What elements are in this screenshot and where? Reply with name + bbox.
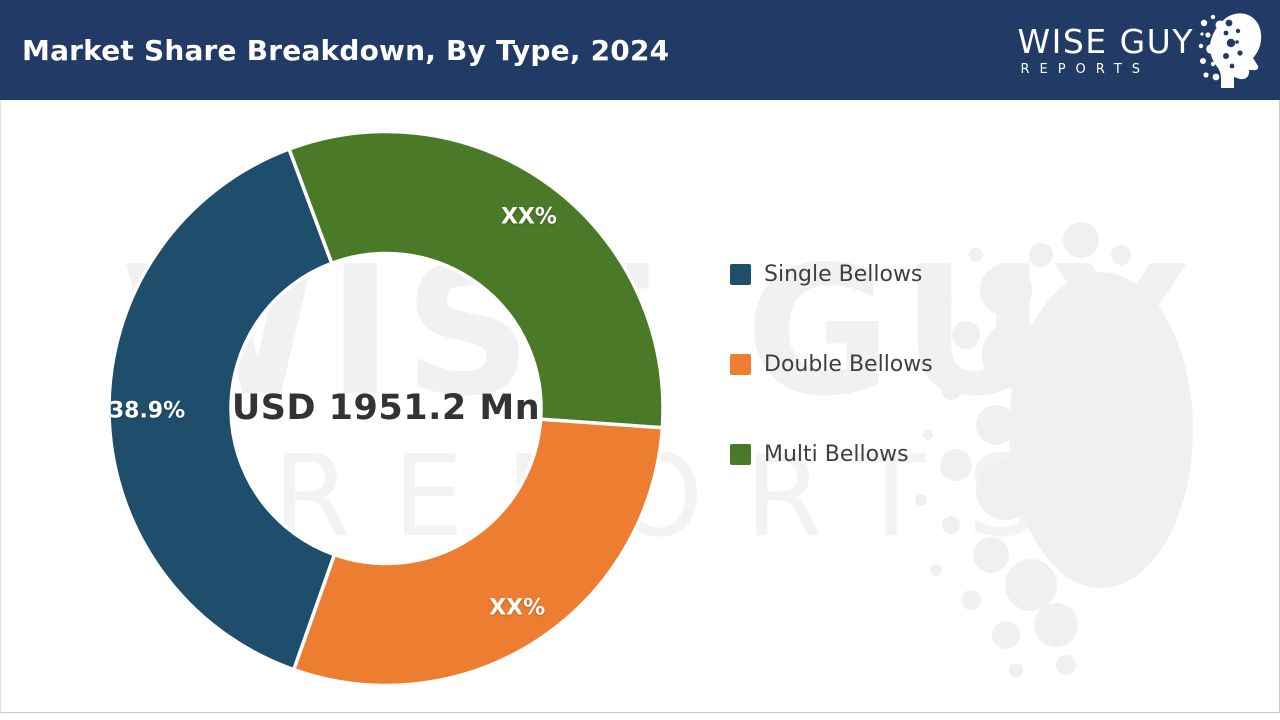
chart-area: WISE GUY REPORTS XX% XX% 38.9% USD 1951.2 … [0, 100, 1280, 713]
slice-value-label-single-bellows: 38.9% [108, 398, 186, 424]
header: Market Share Breakdown, By Type, 2024 WI… [0, 0, 1280, 100]
brand-logo: WISE GUY REPORTS [1017, 8, 1266, 92]
slice-value-label-double-bellows: XX% [489, 595, 546, 621]
donut-chart [107, 129, 665, 688]
legend-item-multi-bellows: Multi Bellows [730, 438, 933, 470]
legend-item-double-bellows: Double Bellows [730, 348, 933, 380]
donut-center-value: USD 1951.2 Mn [231, 388, 541, 428]
legend-item-single-bellows: Single Bellows [730, 258, 933, 290]
slice-value-label-multi-bellows: XX% [500, 204, 557, 230]
legend-label: Multi Bellows [764, 441, 909, 467]
legend-swatch-orange-icon [730, 353, 751, 375]
donut-slice-double-bellows [291, 417, 665, 688]
logo-wordmark: WISE GUY [1017, 21, 1194, 61]
donut-slice-multi-bellows [287, 129, 665, 430]
watermark-face-dots-icon [915, 222, 1193, 677]
legend-label: Single Bellows [764, 261, 923, 287]
donut-slice-single-bellows [107, 147, 337, 672]
page-title: Market Share Breakdown, By Type, 2024 [22, 33, 670, 67]
legend-swatch-green-icon [730, 443, 751, 465]
legend-swatch-blue-icon [730, 263, 751, 285]
chart-legend: Single Bellows Double Bellows Multi Bell… [730, 258, 933, 528]
logo-subtitle: REPORTS [1020, 61, 1151, 77]
legend-label: Double Bellows [764, 351, 933, 377]
logo-face-icon [1198, 13, 1262, 89]
